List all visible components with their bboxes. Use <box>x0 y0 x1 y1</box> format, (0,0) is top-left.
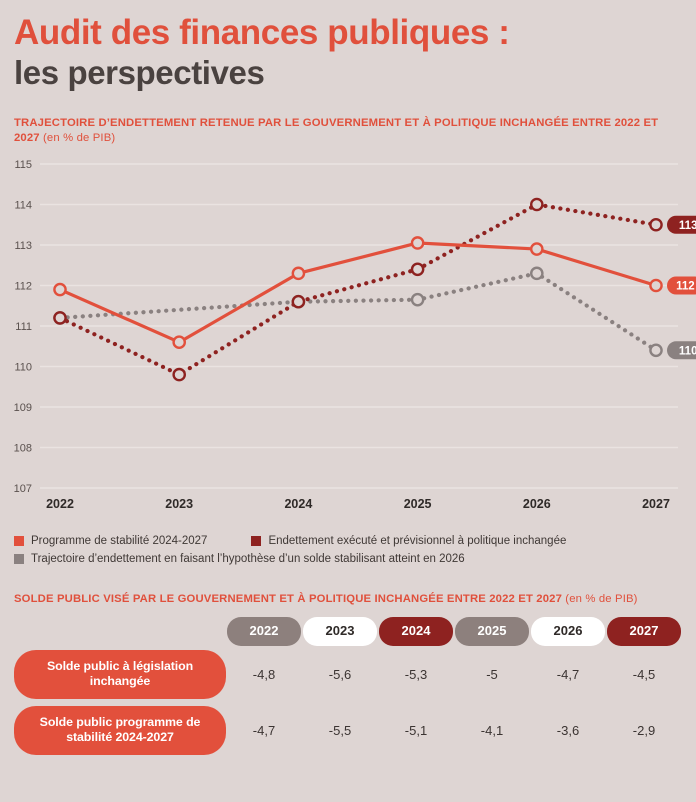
data-point-marker <box>410 262 425 276</box>
table-row: Solde public programme de stabilité 2024… <box>14 705 682 755</box>
data-point-marker <box>649 217 663 232</box>
y-axis-tick-label: 108 <box>14 442 32 454</box>
table-row: Solde public à législation inchangée -4,8… <box>14 649 682 699</box>
y-axis-tick-label: 115 <box>14 159 32 171</box>
table-section-title-main: SOLDE PUBLIC VISÉ PAR LE GOUVERNEMENT ET… <box>14 593 563 606</box>
year-pill-2027: 2027 <box>607 617 681 646</box>
year-pill-2024: 2024 <box>379 617 453 646</box>
data-point-marker <box>530 266 544 280</box>
data-point-marker <box>53 282 67 296</box>
table-year-header-cell: 2025 <box>454 617 530 646</box>
data-point-marker <box>53 310 67 325</box>
end-value-label: 113,5 <box>667 215 696 234</box>
table-cell-value: -5,3 <box>404 666 428 682</box>
end-value-label: 112 <box>667 276 696 295</box>
legend-label-2: Trajectoire d’endettement en faisant l’h… <box>31 552 465 565</box>
table-year-header-cell: 2027 <box>606 617 682 646</box>
legend-swatch-icon <box>251 535 262 546</box>
svg-text:113,5: 113,5 <box>679 219 696 231</box>
series-line <box>57 201 659 377</box>
table-cell-value: -5,6 <box>328 666 352 682</box>
svg-text:112: 112 <box>676 280 695 292</box>
table-cell-value: -4,5 <box>632 666 656 682</box>
year-pill-2025: 2025 <box>455 617 529 646</box>
legend-swatch-icon <box>14 535 24 546</box>
data-point-marker <box>530 241 544 256</box>
row-label-pill: Solde public programme de stabilité 2024… <box>14 705 226 755</box>
table-cell-value: -4,1 <box>480 722 504 738</box>
table-year-header-cell: 2022 <box>226 617 302 646</box>
table-section-title-unit: (en % de PIB) <box>562 593 638 606</box>
x-axis-tick-label: 2022 <box>46 497 74 511</box>
svg-text:110,4: 110,4 <box>679 345 696 357</box>
y-axis-tick-label: 111 <box>15 321 32 333</box>
table-year-header-cell: 2023 <box>302 617 378 646</box>
public-balance-table: 2022 2023 2024 2025 2026 2027 Solde public à … <box>0 607 696 755</box>
table-cell-value: -4,8 <box>252 666 276 682</box>
table-body: Solde public à législation inchangée -4,8… <box>14 649 682 755</box>
data-point-marker <box>649 343 663 357</box>
legend-row-1: Programme de stabilité 2024-2027 Endette… <box>14 534 682 548</box>
x-axis-tick-label: 2026 <box>523 497 551 511</box>
chart-section-title-main: TRAJECTOIRE D’ENDETTEMENT RETENUE PAR LE… <box>14 116 659 144</box>
table-cell-value: -5,1 <box>404 722 428 738</box>
table-header-row: 2022 2023 2024 2025 2026 2027 <box>14 617 682 646</box>
legend-item-1: Endettement exécuté et prévisionnel à po… <box>251 534 566 548</box>
data-point-marker <box>291 294 306 309</box>
data-point-marker <box>291 266 306 280</box>
legend-row-2: Trajectoire d’endettement en faisant l’h… <box>14 552 682 566</box>
page-title: Audit des finances publiques : les persp… <box>0 0 696 92</box>
table-cell-value: -5,5 <box>328 722 352 738</box>
table-section-title: SOLDE PUBLIC VISÉ PAR LE GOUVERNEMENT ET… <box>0 592 696 607</box>
row-label-pill: Solde public à législation inchangée <box>14 649 226 699</box>
headline-line-2: les perspectives <box>14 53 265 91</box>
table-cell-value: -4,7 <box>252 722 276 738</box>
headline-line-1: Audit des finances publiques : <box>14 13 510 52</box>
legend-label-1: Endettement exécuté et prévisionnel à po… <box>268 534 567 547</box>
legend-swatch-icon <box>14 554 24 565</box>
y-axis-tick-label: 110 <box>14 361 32 373</box>
table-year-header-cell: 2024 <box>378 617 454 646</box>
y-axis-tick-label: 109 <box>14 402 32 414</box>
legend-item-2: Trajectoire d’endettement en faisant l’h… <box>14 552 465 566</box>
end-value-label: 110,4 <box>667 340 696 359</box>
year-pill-2026: 2026 <box>531 617 605 646</box>
x-axis-tick-label: 2025 <box>404 497 432 511</box>
data-point-marker <box>172 367 186 381</box>
table-row-label-cell: Solde public à législation inchangée <box>14 649 226 699</box>
chart-section-title-unit: (en % de PIB) <box>39 131 116 144</box>
debt-trajectory-chart: 107 108 109 110 111 112 113 114 115 2022 2023 2024 2… <box>0 156 696 528</box>
y-axis-tick-label: 112 <box>14 280 32 292</box>
data-point-marker <box>410 292 425 307</box>
series-line <box>58 240 658 344</box>
data-point-marker <box>410 235 425 250</box>
y-axis-tick-label: 113 <box>14 240 32 252</box>
legend-item-0: Programme de stabilité 2024-2027 <box>14 534 207 548</box>
table-row-label-cell: Solde public programme de stabilité 2024… <box>14 705 226 755</box>
data-point-marker <box>649 278 663 292</box>
x-axis-tick-label: 2023 <box>165 497 193 511</box>
x-axis-tick-label: 2024 <box>284 497 312 511</box>
y-axis-tick-label: 114 <box>14 199 32 211</box>
data-point-marker <box>172 334 186 349</box>
data-point-marker <box>530 197 544 211</box>
year-pill-2022: 2022 <box>227 617 301 646</box>
chart-legend: Programme de stabilité 2024-2027 Endette… <box>0 528 696 567</box>
chart-section-title: TRAJECTOIRE D’ENDETTEMENT RETENUE PAR LE… <box>0 116 696 146</box>
table-cell-value: -4,7 <box>556 666 580 682</box>
chart-canvas: 107 108 109 110 111 112 113 114 115 2022 2023 2024 2… <box>14 159 696 511</box>
y-axis-tick-label: 107 <box>14 483 32 495</box>
table-year-header-cell: 2026 <box>530 617 606 646</box>
table-cell-value: -3,6 <box>556 722 580 738</box>
legend-label-0: Programme de stabilité 2024-2027 <box>31 534 208 547</box>
x-axis-tick-label: 2027 <box>642 497 670 511</box>
table-cell-value: -2,9 <box>632 722 656 738</box>
year-pill-2023: 2023 <box>303 617 377 646</box>
table-cell-value: -5 <box>486 666 498 682</box>
